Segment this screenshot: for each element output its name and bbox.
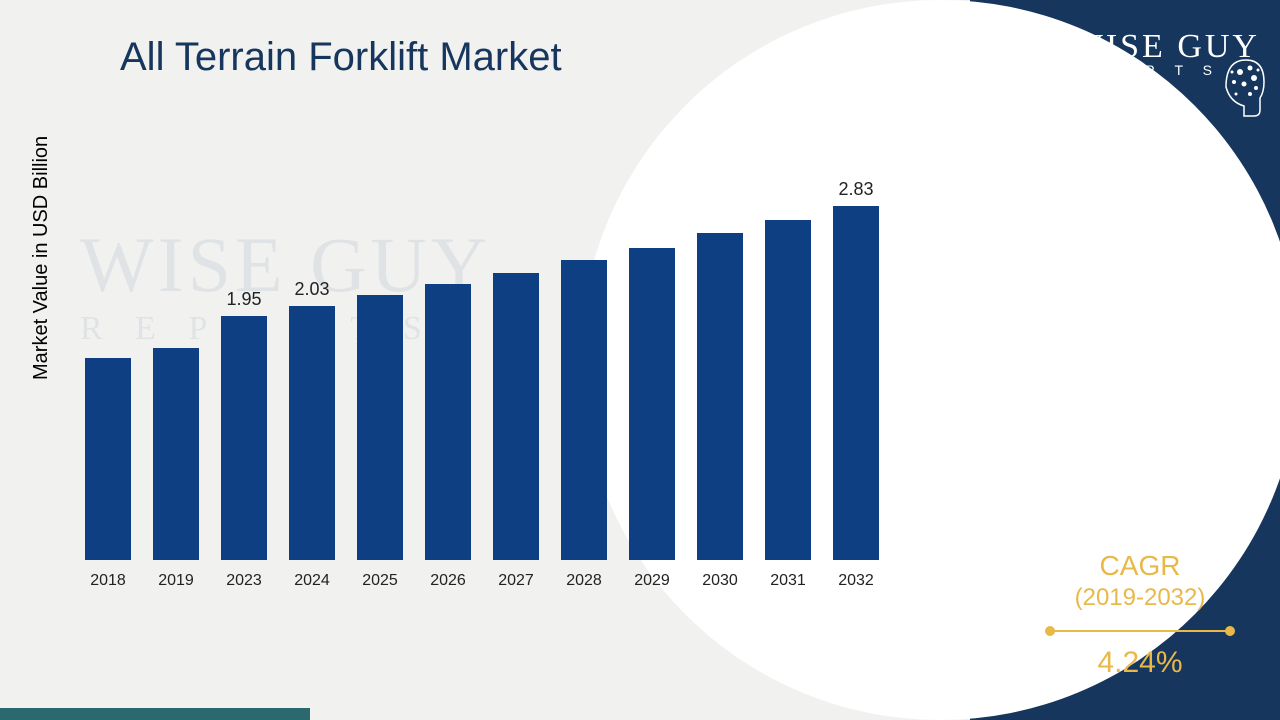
bar <box>629 248 675 561</box>
bar <box>493 273 539 561</box>
bar <box>425 284 471 560</box>
bar-chart: 1.952.032.83 201820192023202420252026202… <box>85 160 905 590</box>
cagr-block: CAGR (2019-2032) 4.24% <box>1000 550 1280 680</box>
bar-value-label: 1.95 <box>214 289 274 310</box>
x-tick-label: 2032 <box>826 572 886 590</box>
bar <box>765 220 811 560</box>
y-axis-label: Market Value in USD Billion <box>30 136 53 380</box>
cagr-title: CAGR <box>1000 550 1280 582</box>
bar <box>357 295 403 560</box>
x-tick-label: 2031 <box>758 572 818 590</box>
x-tick-label: 2028 <box>554 572 614 590</box>
bar <box>833 206 879 560</box>
bar-value-label: 2.83 <box>826 179 886 200</box>
brand-head-icon <box>1216 52 1266 122</box>
bar <box>561 260 607 560</box>
bar <box>85 358 131 561</box>
bar <box>221 316 267 560</box>
x-tick-label: 2025 <box>350 572 410 590</box>
plot-area: 1.95 2.03 2.83 <box>85 160 905 560</box>
chart-title: All Terrain Forklift Market <box>120 35 562 80</box>
bottom-accent-bar <box>0 708 310 720</box>
x-tick-label: 2026 <box>418 572 478 590</box>
x-tick-label: 2018 <box>78 572 138 590</box>
x-tick-label: 2030 <box>690 572 750 590</box>
x-tick-label: 2019 <box>146 572 206 590</box>
cagr-value: 4.24% <box>1000 646 1280 680</box>
x-tick-label: 2029 <box>622 572 682 590</box>
cagr-range: (2019-2032) <box>1000 584 1280 612</box>
x-tick-label: 2027 <box>486 572 546 590</box>
x-tick-label: 2023 <box>214 572 274 590</box>
page-root: WISE GUY R E P O R T S All Terrain Forkl… <box>0 0 1280 720</box>
bar-value-label: 2.03 <box>282 279 342 300</box>
bar <box>153 348 199 561</box>
brand-line2: R E P O R T S <box>1026 62 1220 78</box>
bar <box>289 306 335 560</box>
bar <box>697 233 743 561</box>
brand-logo: WISE GUY R E P O R T S <box>1026 28 1260 78</box>
cagr-divider <box>1050 630 1230 632</box>
x-tick-label: 2024 <box>282 572 342 590</box>
